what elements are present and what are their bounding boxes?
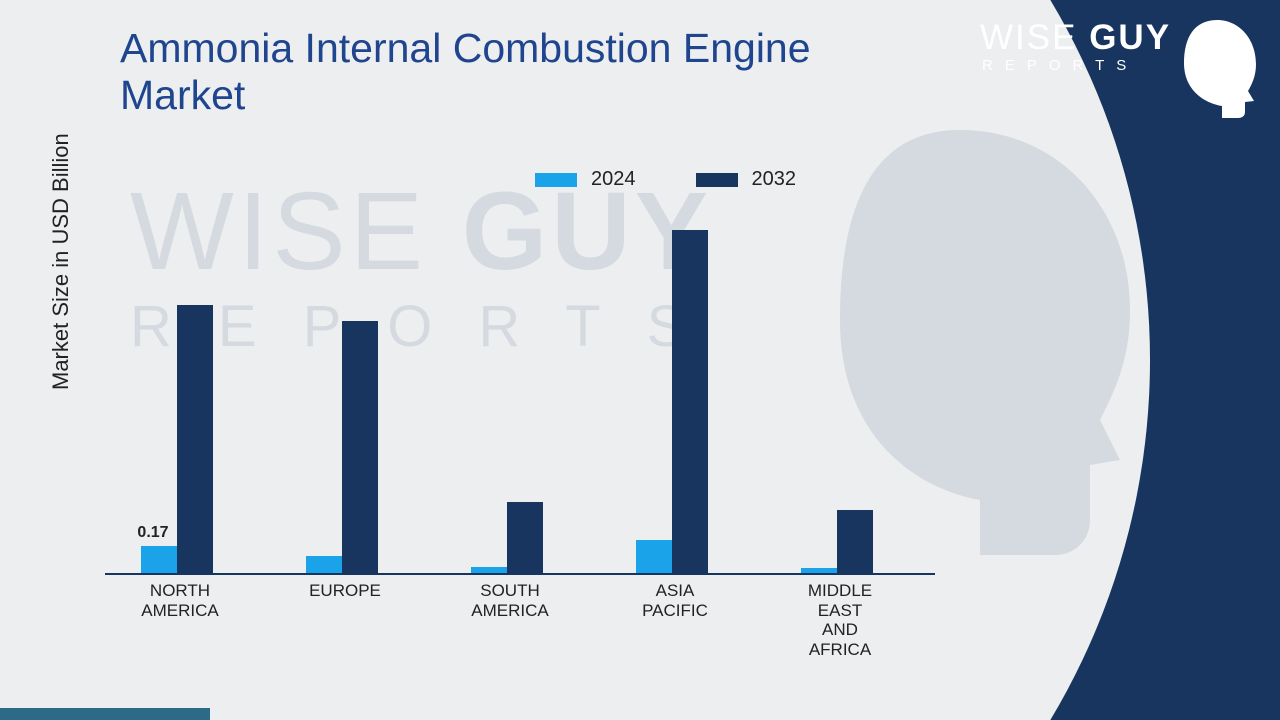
- legend: 2024 2032: [535, 168, 796, 191]
- bar-2024: [306, 556, 342, 573]
- bar-2032: [672, 230, 708, 573]
- stage: WISE GUY REPORTS Ammonia Internal Combus…: [0, 0, 1280, 720]
- bar-2024: [801, 568, 837, 573]
- category-label: EUROPE: [280, 575, 410, 601]
- logo-sub: REPORTS: [982, 57, 1265, 74]
- bar-2024: [471, 567, 507, 573]
- legend-item-2032: 2032: [696, 168, 797, 191]
- bar-2024: [141, 546, 177, 573]
- bar-2032: [342, 321, 378, 573]
- value-label: 0.17: [123, 524, 183, 542]
- y-axis-label: Market Size in USD Billion: [48, 133, 74, 390]
- logo-word2: GUY: [1089, 18, 1171, 57]
- legend-label-2024: 2024: [591, 168, 636, 191]
- category-label: MIDDLEEASTANDAFRICA: [775, 575, 905, 659]
- category-label: SOUTHAMERICA: [445, 575, 575, 620]
- bar-2024: [636, 540, 672, 573]
- legend-item-2024: 2024: [535, 168, 636, 191]
- bar-chart: NORTHAMERICA0.17EUROPESOUTHAMERICAASIAPA…: [105, 195, 935, 575]
- chart-title: Ammonia Internal Combustion Engine Marke…: [120, 25, 840, 119]
- bar-2032: [837, 510, 873, 573]
- logo-word1: WISE: [980, 18, 1077, 57]
- category-label: ASIAPACIFIC: [610, 575, 740, 620]
- bottom-accent-bar: [0, 708, 210, 720]
- category-label: NORTHAMERICA: [115, 575, 245, 620]
- legend-swatch-2024: [535, 173, 577, 187]
- bar-2032: [507, 502, 543, 573]
- legend-label-2032: 2032: [752, 168, 797, 191]
- legend-swatch-2032: [696, 173, 738, 187]
- brand-logo: WISE GUY REPORTS: [980, 20, 1265, 74]
